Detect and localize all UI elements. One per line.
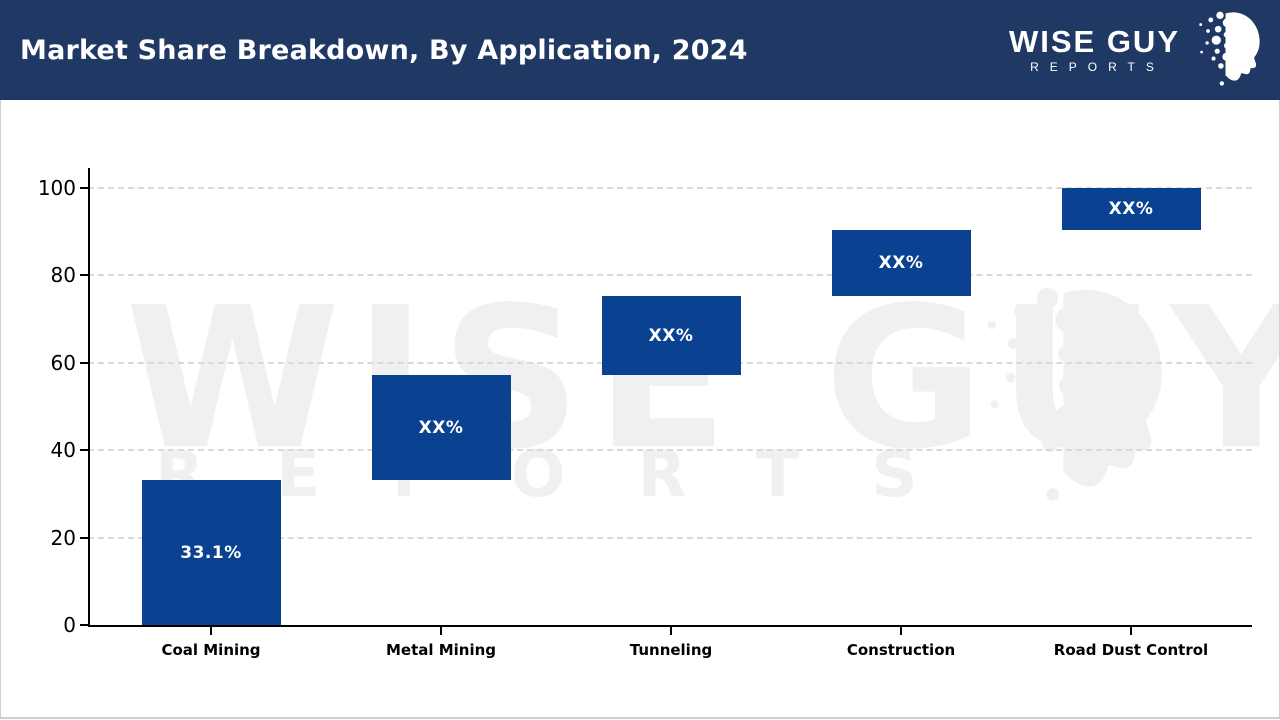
x-tick-1 (440, 627, 442, 635)
logo-subtitle: REPORTS (1030, 60, 1165, 75)
bar-value-label: 33.1% (180, 542, 242, 563)
watermark-face-dots-icon (915, 195, 1180, 594)
y-tick-100 (80, 186, 88, 189)
bar-coal-mining: 33.1% (141, 480, 281, 625)
logo-face-dots-icon (1174, 4, 1266, 96)
logo-text: WISE GUY REPORTS (1008, 23, 1180, 75)
y-tick-label-100: 100 (37, 175, 76, 200)
y-tick-label-60: 60 (50, 350, 76, 375)
y-tick-40 (80, 449, 88, 451)
gridline-80 (88, 274, 1252, 276)
wise-guy-logo: WISE GUY REPORTS (1009, 4, 1266, 96)
y-axis-line (88, 168, 90, 627)
y-tick-label-80: 80 (50, 263, 76, 287)
page-title: Market Share Breakdown, By Application, … (20, 34, 748, 66)
y-tick-label-20: 20 (50, 525, 76, 550)
bar-value-label: XX% (878, 252, 924, 273)
page-border-left (0, 100, 1, 717)
page-border-bottom (0, 717, 1280, 719)
x-tick-2 (670, 627, 672, 635)
y-tick-80 (80, 274, 88, 276)
gridline-100 (88, 186, 1252, 189)
header-bar: Market Share Breakdown, By Application, … (0, 0, 1280, 100)
y-tick-0 (80, 624, 88, 626)
bar-metal-mining: XX% (371, 375, 511, 481)
bar-value-label: XX% (648, 325, 694, 346)
x-category-label-3: Construction (846, 641, 956, 659)
y-tick-label-40: 40 (50, 438, 76, 462)
y-tick-label-0: 0 (63, 613, 76, 637)
gridline-40 (88, 449, 1252, 451)
bar-value-label: XX% (418, 417, 464, 438)
y-tick-20 (80, 536, 88, 539)
bar-road-dust-control: XX% (1061, 187, 1201, 231)
x-category-label-1: Metal Mining (385, 641, 497, 659)
bar-tunneling: XX% (601, 296, 741, 376)
y-tick-60 (80, 361, 88, 364)
x-axis-line (88, 625, 1252, 627)
gridline-20 (88, 536, 1252, 539)
x-tick-0 (210, 627, 212, 635)
x-tick-4 (1130, 627, 1132, 635)
bar-construction: XX% (831, 230, 971, 296)
bar-value-label: XX% (1108, 198, 1154, 219)
x-category-label-2: Tunneling (629, 641, 713, 659)
x-category-label-0: Coal Mining (161, 641, 261, 659)
logo-wordmark: WISE GUY (1008, 23, 1180, 59)
x-tick-3 (900, 627, 902, 635)
waterfall-chart: 0 20 40 60 80 100 33.1% Coal Mining XX% Metal Min… (0, 100, 1280, 720)
x-category-label-4: Road Dust Control (1053, 641, 1209, 659)
